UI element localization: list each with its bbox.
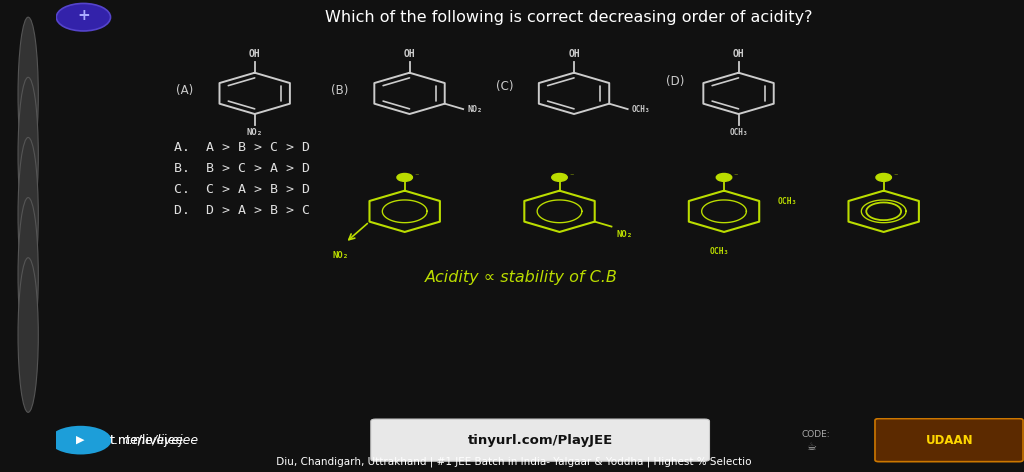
Text: UDAAN: UDAAN [926, 434, 973, 447]
Text: OCH₃: OCH₃ [710, 247, 729, 256]
Circle shape [18, 198, 38, 352]
FancyBboxPatch shape [874, 419, 1023, 462]
Circle shape [18, 17, 38, 172]
Text: OH: OH [568, 50, 580, 59]
Text: OH: OH [732, 50, 744, 59]
Text: NO₂: NO₂ [616, 230, 633, 239]
FancyBboxPatch shape [371, 419, 710, 461]
Circle shape [552, 174, 567, 181]
Text: OH: OH [403, 50, 416, 59]
Text: ⁻: ⁻ [569, 171, 573, 180]
Text: ⁻: ⁻ [893, 171, 898, 180]
Text: OH: OH [249, 50, 260, 59]
Text: B.  B > C > A > D: B. B > C > A > D [174, 162, 310, 175]
Circle shape [18, 258, 38, 413]
Text: (A): (A) [176, 84, 194, 97]
Text: t.me/livejee: t.me/livejee [124, 434, 199, 447]
Text: Which of the following is correct decreasing order of acidity?: Which of the following is correct decrea… [326, 10, 813, 25]
Text: NO₂: NO₂ [333, 251, 348, 260]
Text: Acidity ∝ stability of C.B: Acidity ∝ stability of C.B [424, 270, 617, 285]
Circle shape [56, 3, 111, 31]
Text: Diu, Chandigarh, Uttrakhand | #1 JEE Batch in India- Yalgaar & Yoddha | Highest : Diu, Chandigarh, Uttrakhand | #1 JEE Bat… [272, 456, 752, 467]
Circle shape [397, 174, 413, 181]
Text: A.  A > B > C > D: A. A > B > C > D [174, 141, 310, 154]
Text: ⁻: ⁻ [733, 171, 738, 180]
Text: (B): (B) [331, 84, 348, 97]
Text: +: + [77, 8, 90, 23]
Text: (C): (C) [496, 79, 513, 93]
Text: OCH₃: OCH₃ [777, 197, 797, 206]
Text: ⁻: ⁻ [415, 171, 419, 180]
Text: t.me/livejee: t.me/livejee [110, 434, 183, 447]
Text: NO₂: NO₂ [467, 105, 482, 114]
Circle shape [876, 174, 892, 181]
Text: D.  D > A > B > C: D. D > A > B > C [174, 204, 310, 217]
Text: ▶: ▶ [76, 435, 85, 445]
Text: NO₂: NO₂ [247, 128, 263, 137]
Circle shape [49, 426, 112, 455]
Text: C.  C > A > B > D: C. C > A > B > D [174, 183, 310, 196]
Text: tinyurl.com/PlayJEE: tinyurl.com/PlayJEE [468, 434, 612, 447]
Circle shape [716, 174, 732, 181]
Text: OCH₃: OCH₃ [729, 128, 748, 137]
Circle shape [18, 137, 38, 292]
Circle shape [18, 77, 38, 232]
Text: ☕: ☕ [806, 442, 816, 452]
Text: (D): (D) [667, 75, 685, 88]
Text: CODE:: CODE: [802, 430, 830, 439]
Text: OCH₃: OCH₃ [632, 105, 650, 114]
Text: t.me/: t.me/ [110, 434, 142, 447]
